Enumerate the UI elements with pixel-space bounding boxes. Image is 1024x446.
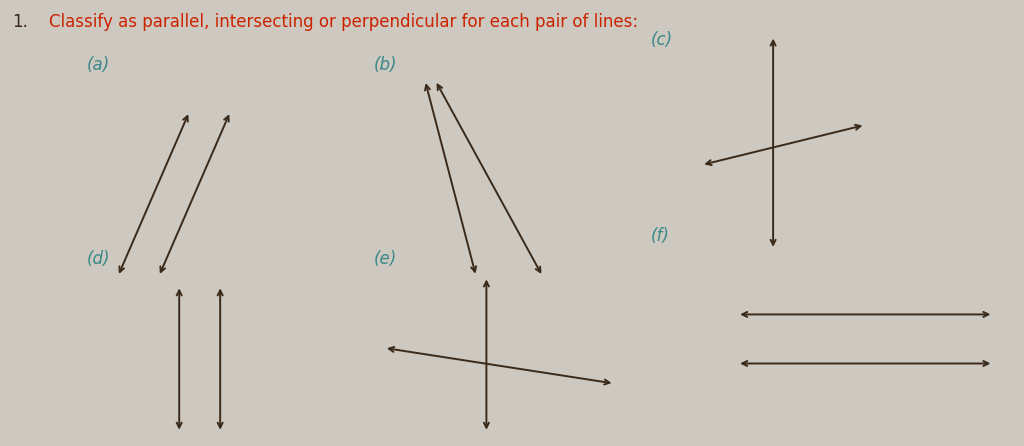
Text: (f): (f) xyxy=(650,227,669,245)
Text: 1.: 1. xyxy=(12,13,29,31)
Text: Classify as parallel, intersecting or perpendicular for each pair of lines:: Classify as parallel, intersecting or pe… xyxy=(49,13,638,31)
Text: (e): (e) xyxy=(374,250,397,268)
Text: (b): (b) xyxy=(374,56,397,74)
Text: (a): (a) xyxy=(87,56,111,74)
Text: (c): (c) xyxy=(650,31,673,49)
Text: (d): (d) xyxy=(87,250,111,268)
